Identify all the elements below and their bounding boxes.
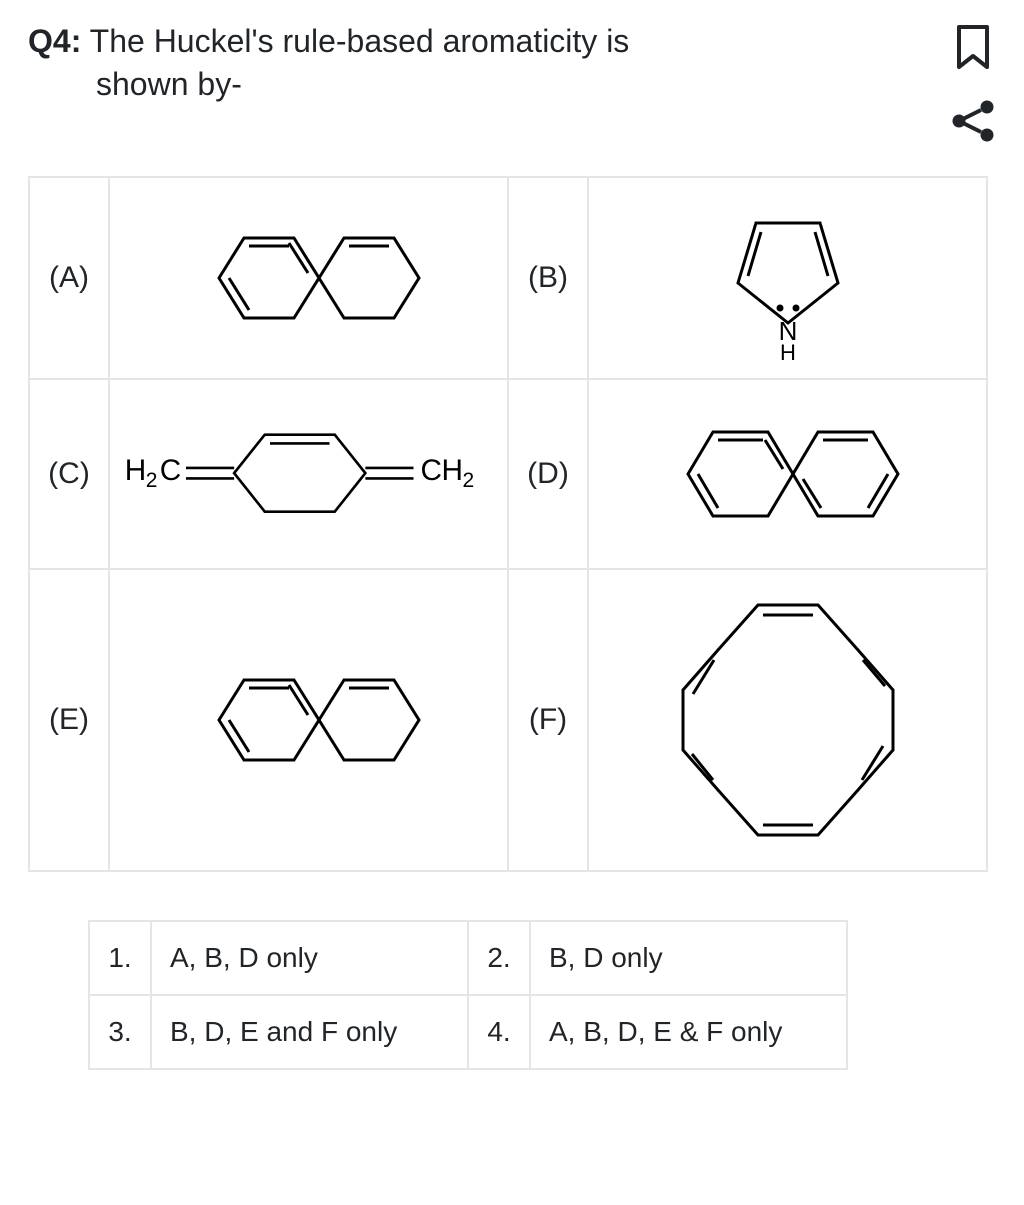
question-label: Q4: <box>28 23 81 59</box>
structure-d <box>588 379 987 569</box>
structure-b: N H <box>588 177 987 379</box>
question-line2: shown by- <box>96 63 930 106</box>
answer-text-3[interactable]: B, D, E and F only <box>151 995 468 1069</box>
question-line1: The Huckel's rule-based aromaticity is <box>90 23 630 59</box>
answer-num-2[interactable]: 2. <box>468 921 530 995</box>
structures-table: (A) (B) <box>28 176 988 872</box>
structure-e <box>109 569 508 871</box>
question-text: Q4: The Huckel's rule-based aromaticity … <box>28 20 950 106</box>
answer-text-2[interactable]: B, D only <box>530 921 847 995</box>
bookmark-icon[interactable] <box>953 24 993 75</box>
structure-label-c: (C) <box>29 379 109 569</box>
svg-text:2: 2 <box>146 469 158 492</box>
svg-text:C: C <box>160 454 182 487</box>
answer-num-3[interactable]: 3. <box>89 995 151 1069</box>
svg-text:H: H <box>125 454 147 487</box>
structure-label-b: (B) <box>508 177 588 379</box>
svg-text:2: 2 <box>463 469 475 492</box>
answer-num-1[interactable]: 1. <box>89 921 151 995</box>
structure-label-e: (E) <box>29 569 109 871</box>
structure-f <box>588 569 987 871</box>
share-icon[interactable] <box>950 99 996 148</box>
structure-a <box>109 177 508 379</box>
answer-text-4[interactable]: A, B, D, E & F only <box>530 995 847 1069</box>
answer-text-1[interactable]: A, B, D only <box>151 921 468 995</box>
svg-text:H: H <box>442 454 464 487</box>
answer-num-4[interactable]: 4. <box>468 995 530 1069</box>
structure-label-f: (F) <box>508 569 588 871</box>
svg-text:C: C <box>421 454 443 487</box>
structure-label-d: (D) <box>508 379 588 569</box>
structure-label-a: (A) <box>29 177 109 379</box>
svg-text:H: H <box>780 340 796 365</box>
structure-c: H 2 C C H 2 <box>109 379 508 569</box>
answers-table: 1. A, B, D only 2. B, D only 3. B, D, E … <box>88 920 848 1070</box>
